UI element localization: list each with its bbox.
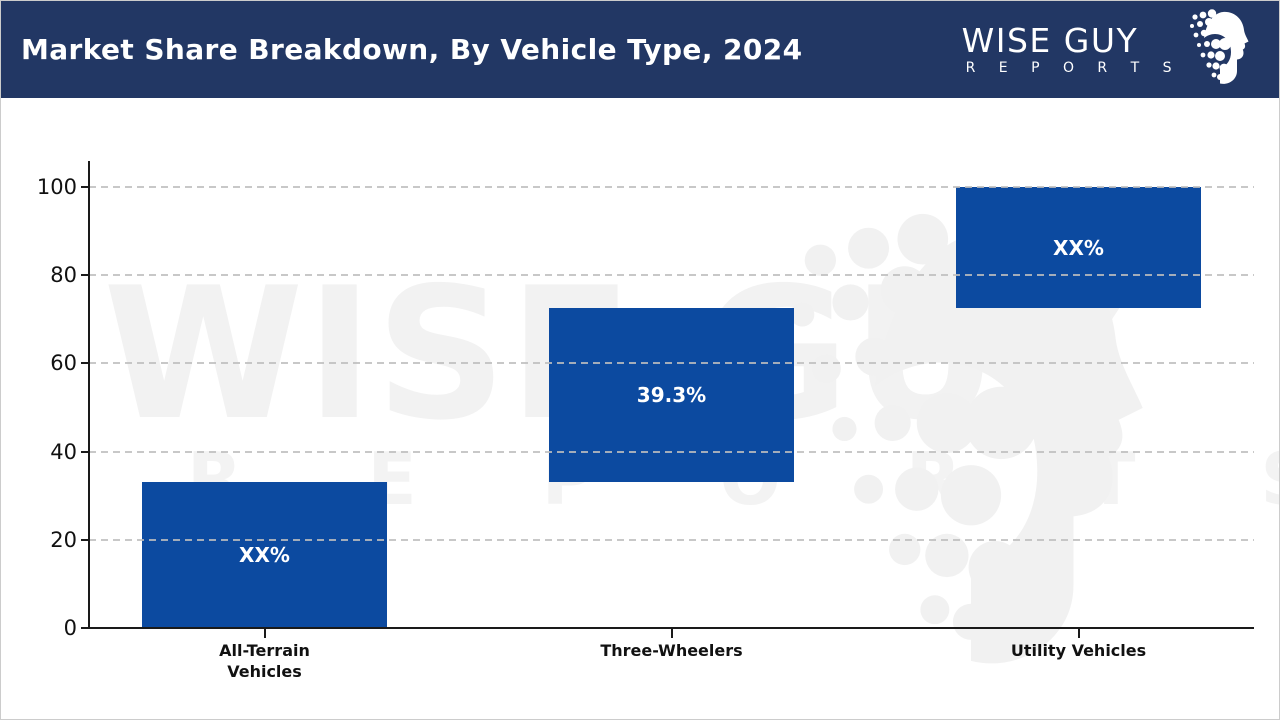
y-axis-tick [81,186,88,188]
page-title: Market Share Breakdown, By Vehicle Type,… [21,33,803,66]
y-tick-label: 100 [36,175,77,199]
y-axis-tick [81,538,88,541]
x-axis-line [88,627,1254,629]
y-tick-label: 60 [50,351,77,376]
y-axis-tick [81,362,88,365]
x-category-label: Utility Vehicles [1010,641,1147,660]
y-gridline [89,538,1254,541]
y-axis-tick [81,450,88,453]
y-gridline [89,186,1254,188]
y-gridline [89,362,1254,365]
y-axis-tick [81,274,88,277]
bar-value-label: 39.3% [636,382,707,407]
y-tick-label: 20 [50,527,77,552]
y-tick-label: 80 [50,263,77,288]
x-category-label: Three-Wheelers [600,641,743,660]
brand-logo: WISE GUY R E P O R T S [962,8,1253,92]
brand-wordmark: WISE GUY R E P O R T S [962,24,1181,75]
y-axis-tick [81,627,88,629]
y-tick-label: 0 [63,616,77,640]
logo-head-dots-icon [1190,8,1249,84]
bar-segment: 39.3% [549,308,794,482]
y-gridline [89,274,1254,277]
bar-value-label: XX% [1053,235,1104,260]
bar-segment: XX% [142,481,387,628]
y-axis-line [88,161,90,629]
x-category-label: All-Terrain Vehicles [219,641,310,681]
bar-value-label: XX% [239,542,290,567]
x-axis-tick [670,629,673,638]
brand-name-text: WISE GUY [961,21,1139,60]
brand-reports-text: R E P O R T S [965,60,1181,76]
y-gridline [89,450,1254,453]
x-axis-tick [1077,629,1080,638]
bar-segment: XX% [956,187,1201,309]
header-bar: Market Share Breakdown, By Vehicle Type,… [1,1,1279,98]
y-tick-label: 40 [50,439,77,464]
watermark-head-dots-icon [790,213,1143,664]
x-axis-tick [263,629,266,638]
waterfall-chart: XX% All-Terrain Vehicles 39.3% Three-Wheele… [1,98,1279,719]
